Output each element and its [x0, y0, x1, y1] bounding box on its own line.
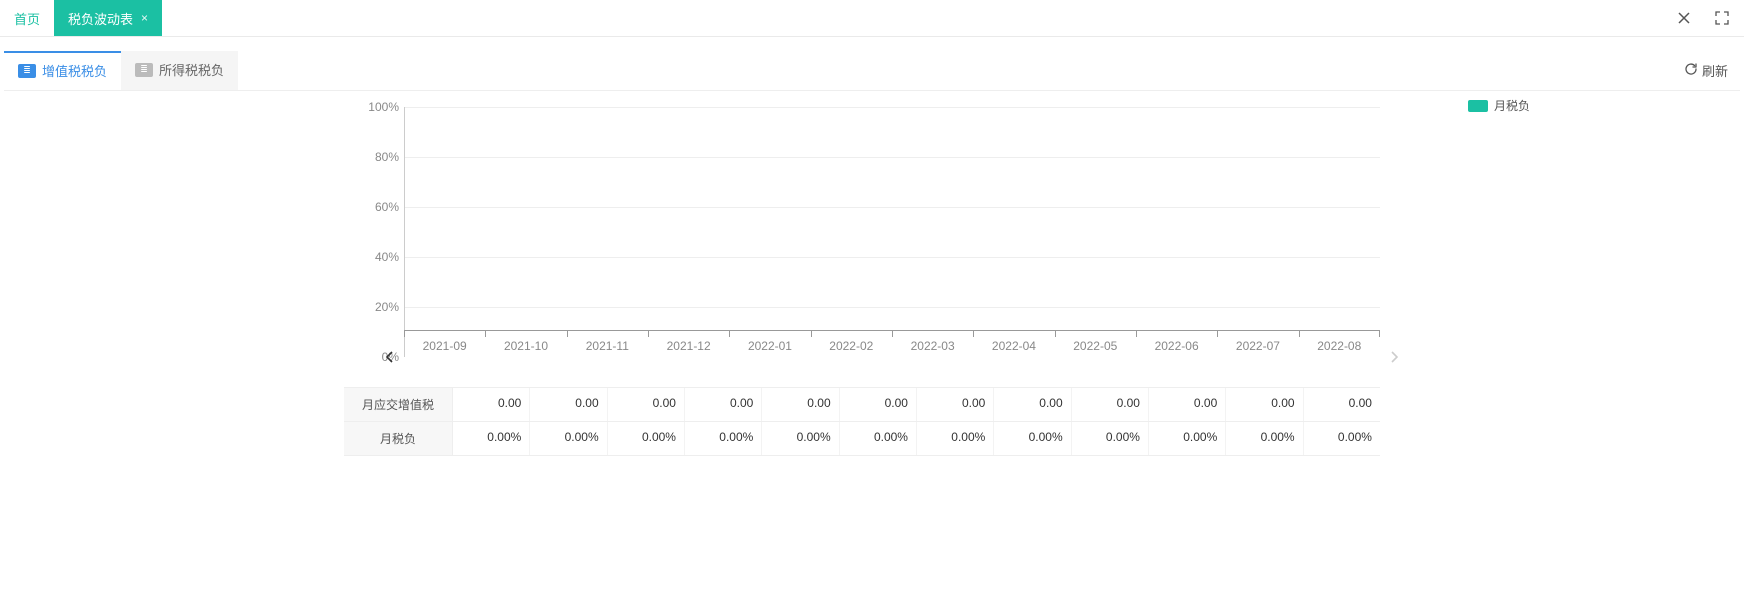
income-tab-icon: ≣: [135, 63, 153, 77]
grid-line: [405, 207, 1380, 208]
x-tick: 2022-02: [811, 331, 892, 357]
table-cell: 0.00%: [762, 422, 839, 455]
table-cell: 0.00%: [917, 422, 994, 455]
x-axis-label: 2022-03: [911, 339, 955, 353]
tab-tax-fluctuation[interactable]: 税负波动表 ×: [54, 0, 162, 36]
chart-legend: 月税负: [1468, 97, 1530, 114]
tabstrip-right-controls: [1670, 0, 1744, 36]
x-axis-label: 2021-11: [586, 339, 629, 353]
chart-prev-button[interactable]: [380, 347, 400, 367]
data-table: 月应交增值税0.000.000.000.000.000.000.000.000.…: [344, 387, 1380, 456]
table-cell: 0.00: [1149, 388, 1226, 421]
table-cell: 0.00: [917, 388, 994, 421]
refresh-button[interactable]: 刷新: [1672, 57, 1740, 84]
y-axis-label: 60%: [355, 200, 399, 214]
table-cell: 0.00%: [685, 422, 762, 455]
legend-swatch: [1468, 100, 1488, 112]
tab-home-label: 首页: [14, 9, 40, 28]
x-axis-label: 2021-09: [423, 339, 467, 353]
subtab-income-label: 所得税税负: [159, 60, 224, 79]
subtab-vat-label: 增值税税负: [42, 61, 107, 80]
table-cell: 0.00%: [1304, 422, 1380, 455]
chart-area: 月税负 100%80%60%40%20%0% 2021-092021-10202…: [344, 97, 1380, 387]
refresh-icon: [1684, 62, 1698, 79]
chart-wrap: 月税负 100%80%60%40%20%0% 2021-092021-10202…: [4, 91, 1740, 456]
x-axis-label: 2022-04: [992, 339, 1036, 353]
y-axis-label: 20%: [355, 300, 399, 314]
table-cell: 0.00: [530, 388, 607, 421]
x-axis-label: 2021-12: [667, 339, 711, 353]
x-axis-label: 2022-07: [1236, 339, 1280, 353]
table-cell: 0.00: [840, 388, 917, 421]
table-row-cells: 0.000.000.000.000.000.000.000.000.000.00…: [453, 388, 1380, 421]
table-cell: 0.00: [453, 388, 530, 421]
subtabs: ≣ 增值税税负 ≣ 所得税税负: [4, 51, 238, 90]
y-axis-label: 100%: [355, 100, 399, 114]
table-row: 月应交增值税0.000.000.000.000.000.000.000.000.…: [344, 388, 1380, 422]
x-axis-label: 2021-10: [504, 339, 548, 353]
grid-line: [405, 257, 1380, 258]
subtabs-row: ≣ 增值税税负 ≣ 所得税税负 刷新: [4, 51, 1740, 91]
x-tick: 2021-11: [567, 331, 648, 357]
table-cell: 0.00%: [1072, 422, 1149, 455]
table-cell: 0.00: [762, 388, 839, 421]
x-tick: 2022-06: [1136, 331, 1217, 357]
chart-grid: 100%80%60%40%20%0%: [404, 107, 1380, 357]
grid-line: [405, 107, 1380, 108]
table-row-head: 月税负: [344, 422, 453, 455]
table-cell: 0.00%: [453, 422, 530, 455]
table-cell: 0.00%: [608, 422, 685, 455]
x-tick: 2021-10: [485, 331, 566, 357]
close-all-button[interactable]: [1670, 4, 1698, 32]
x-tick: 2022-04: [973, 331, 1054, 357]
content-area: ≣ 增值税税负 ≣ 所得税税负 刷新 月税负 100%80%60%40%20%0…: [0, 37, 1744, 456]
tabstrip: 首页 税负波动表 ×: [0, 0, 1744, 37]
x-tick: 2022-05: [1055, 331, 1136, 357]
table-cell: 0.00: [608, 388, 685, 421]
table-cell: 0.00: [685, 388, 762, 421]
table-cell: 0.00%: [1149, 422, 1226, 455]
chart-next-button[interactable]: [1384, 347, 1404, 367]
x-tick: 2022-03: [892, 331, 973, 357]
x-axis-label: 2022-02: [829, 339, 873, 353]
table-row-head: 月应交增值税: [344, 388, 453, 421]
table-cell: 0.00%: [530, 422, 607, 455]
vat-tab-icon: ≣: [18, 64, 36, 78]
table-row: 月税负0.00%0.00%0.00%0.00%0.00%0.00%0.00%0.…: [344, 422, 1380, 456]
x-axis-label: 2022-01: [748, 339, 792, 353]
refresh-label: 刷新: [1702, 61, 1728, 80]
x-tick: 2022-08: [1299, 331, 1380, 357]
table-cell: 0.00: [1226, 388, 1303, 421]
y-axis-label: 80%: [355, 150, 399, 164]
x-axis-label: 2022-05: [1073, 339, 1117, 353]
tab-active-label: 税负波动表: [68, 9, 133, 28]
x-tick: 2022-01: [729, 331, 810, 357]
table-cell: 0.00: [1072, 388, 1149, 421]
table-cell: 0.00: [994, 388, 1071, 421]
table-cell: 0.00%: [840, 422, 917, 455]
subtab-vat[interactable]: ≣ 增值税税负: [4, 51, 121, 90]
chart-x-axis: 2021-09 2021-10 2021-11 2021-12 2022-01 2022-…: [404, 330, 1380, 357]
table-cell: 0.00%: [1226, 422, 1303, 455]
x-tick: 2021-09: [404, 331, 485, 357]
table-cell: 0.00: [1304, 388, 1380, 421]
x-tick: 2021-12: [648, 331, 729, 357]
legend-label: 月税负: [1494, 97, 1530, 114]
grid-line: [405, 307, 1380, 308]
table-cell: 0.00%: [994, 422, 1071, 455]
table-row-cells: 0.00%0.00%0.00%0.00%0.00%0.00%0.00%0.00%…: [453, 422, 1380, 455]
x-tick: 2022-07: [1217, 331, 1298, 357]
tab-home[interactable]: 首页: [0, 0, 54, 36]
close-icon[interactable]: ×: [141, 11, 148, 25]
grid-line: [405, 157, 1380, 158]
fullscreen-icon[interactable]: [1708, 4, 1736, 32]
y-axis-label: 40%: [355, 250, 399, 264]
x-axis-label: 2022-06: [1155, 339, 1199, 353]
x-axis-label: 2022-08: [1317, 339, 1361, 353]
subtab-income-tax[interactable]: ≣ 所得税税负: [121, 51, 238, 90]
